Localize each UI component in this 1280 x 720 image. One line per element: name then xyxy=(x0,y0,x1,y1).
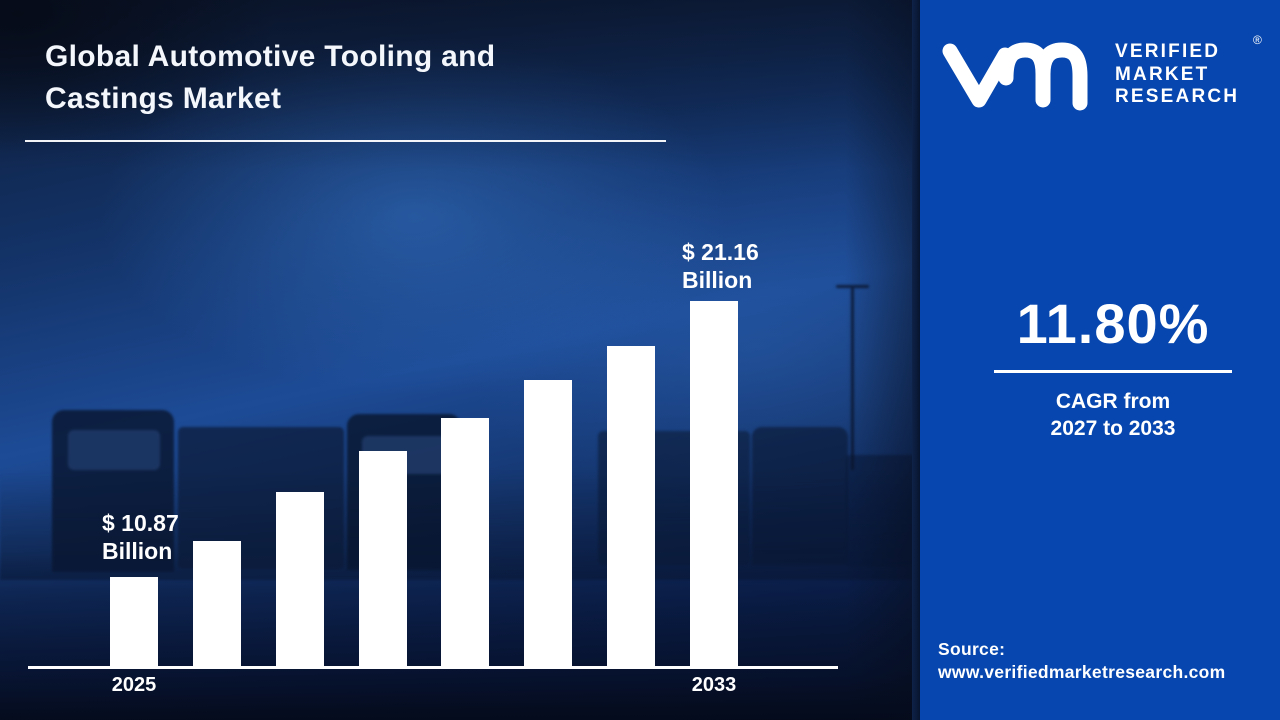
title-block: Global Automotive Tooling and Castings M… xyxy=(45,36,685,120)
truck-windshield xyxy=(68,430,160,470)
value-label-2033: $ 21.16 Billion xyxy=(682,239,759,293)
cagr-caption-line2: 2027 to 2033 xyxy=(1050,416,1176,440)
brand-wordmark: VERIFIED MARKET RESEARCH xyxy=(1115,41,1239,109)
x-tick-2033: 2033 xyxy=(691,674,737,696)
cagr-caption: CAGR from 2027 to 2033 xyxy=(948,388,1278,442)
bar-2025 xyxy=(110,577,158,668)
bar-year-4 xyxy=(359,451,407,668)
truck-cab-silhouette xyxy=(752,427,848,565)
right-vignette xyxy=(845,0,920,720)
page-title-line2: Castings Market xyxy=(45,82,282,115)
bar-year-3 xyxy=(276,492,324,668)
brand-word-research: RESEARCH xyxy=(1115,86,1240,107)
cagr-value: 11.80% xyxy=(1016,292,1210,355)
source-label: Source: xyxy=(938,639,1006,659)
brand-word-verified: VERIFIED xyxy=(1115,41,1221,62)
bar-year-6 xyxy=(524,380,572,668)
cagr-caption-line1: CAGR from xyxy=(1055,389,1171,413)
bar-year-2 xyxy=(193,541,241,668)
page-title-line1: Global Automotive Tooling and xyxy=(45,40,496,73)
bar-chart: $ 10.87 Billion $ 21.16 Billion 2025 203… xyxy=(28,239,838,696)
bar-2033 xyxy=(690,301,738,668)
brand-word-market: MARKET xyxy=(1115,63,1210,85)
cagr-underline xyxy=(994,370,1232,373)
registered-trademark-icon: ® xyxy=(1253,33,1262,47)
bar-year-7 xyxy=(607,346,655,668)
brand-panel: VERIFIED MARKET RESEARCH ® 11.80% CAGR f… xyxy=(920,0,1280,720)
cagr-block: 11.80% CAGR from 2027 to 2033 xyxy=(948,292,1278,442)
value-label-2025: $ 10.87 Billion xyxy=(102,510,179,564)
vmr-logo-icon xyxy=(942,42,1088,111)
bar-year-5 xyxy=(441,418,489,668)
source-url: www.verifiedmarketresearch.com xyxy=(938,661,1226,682)
title-underline xyxy=(25,140,666,142)
source-block: Source: www.verifiedmarketresearch.com xyxy=(938,638,1274,683)
x-tick-2025: 2025 xyxy=(111,674,157,696)
x-axis-line xyxy=(28,666,838,669)
panel-divider xyxy=(912,0,920,720)
